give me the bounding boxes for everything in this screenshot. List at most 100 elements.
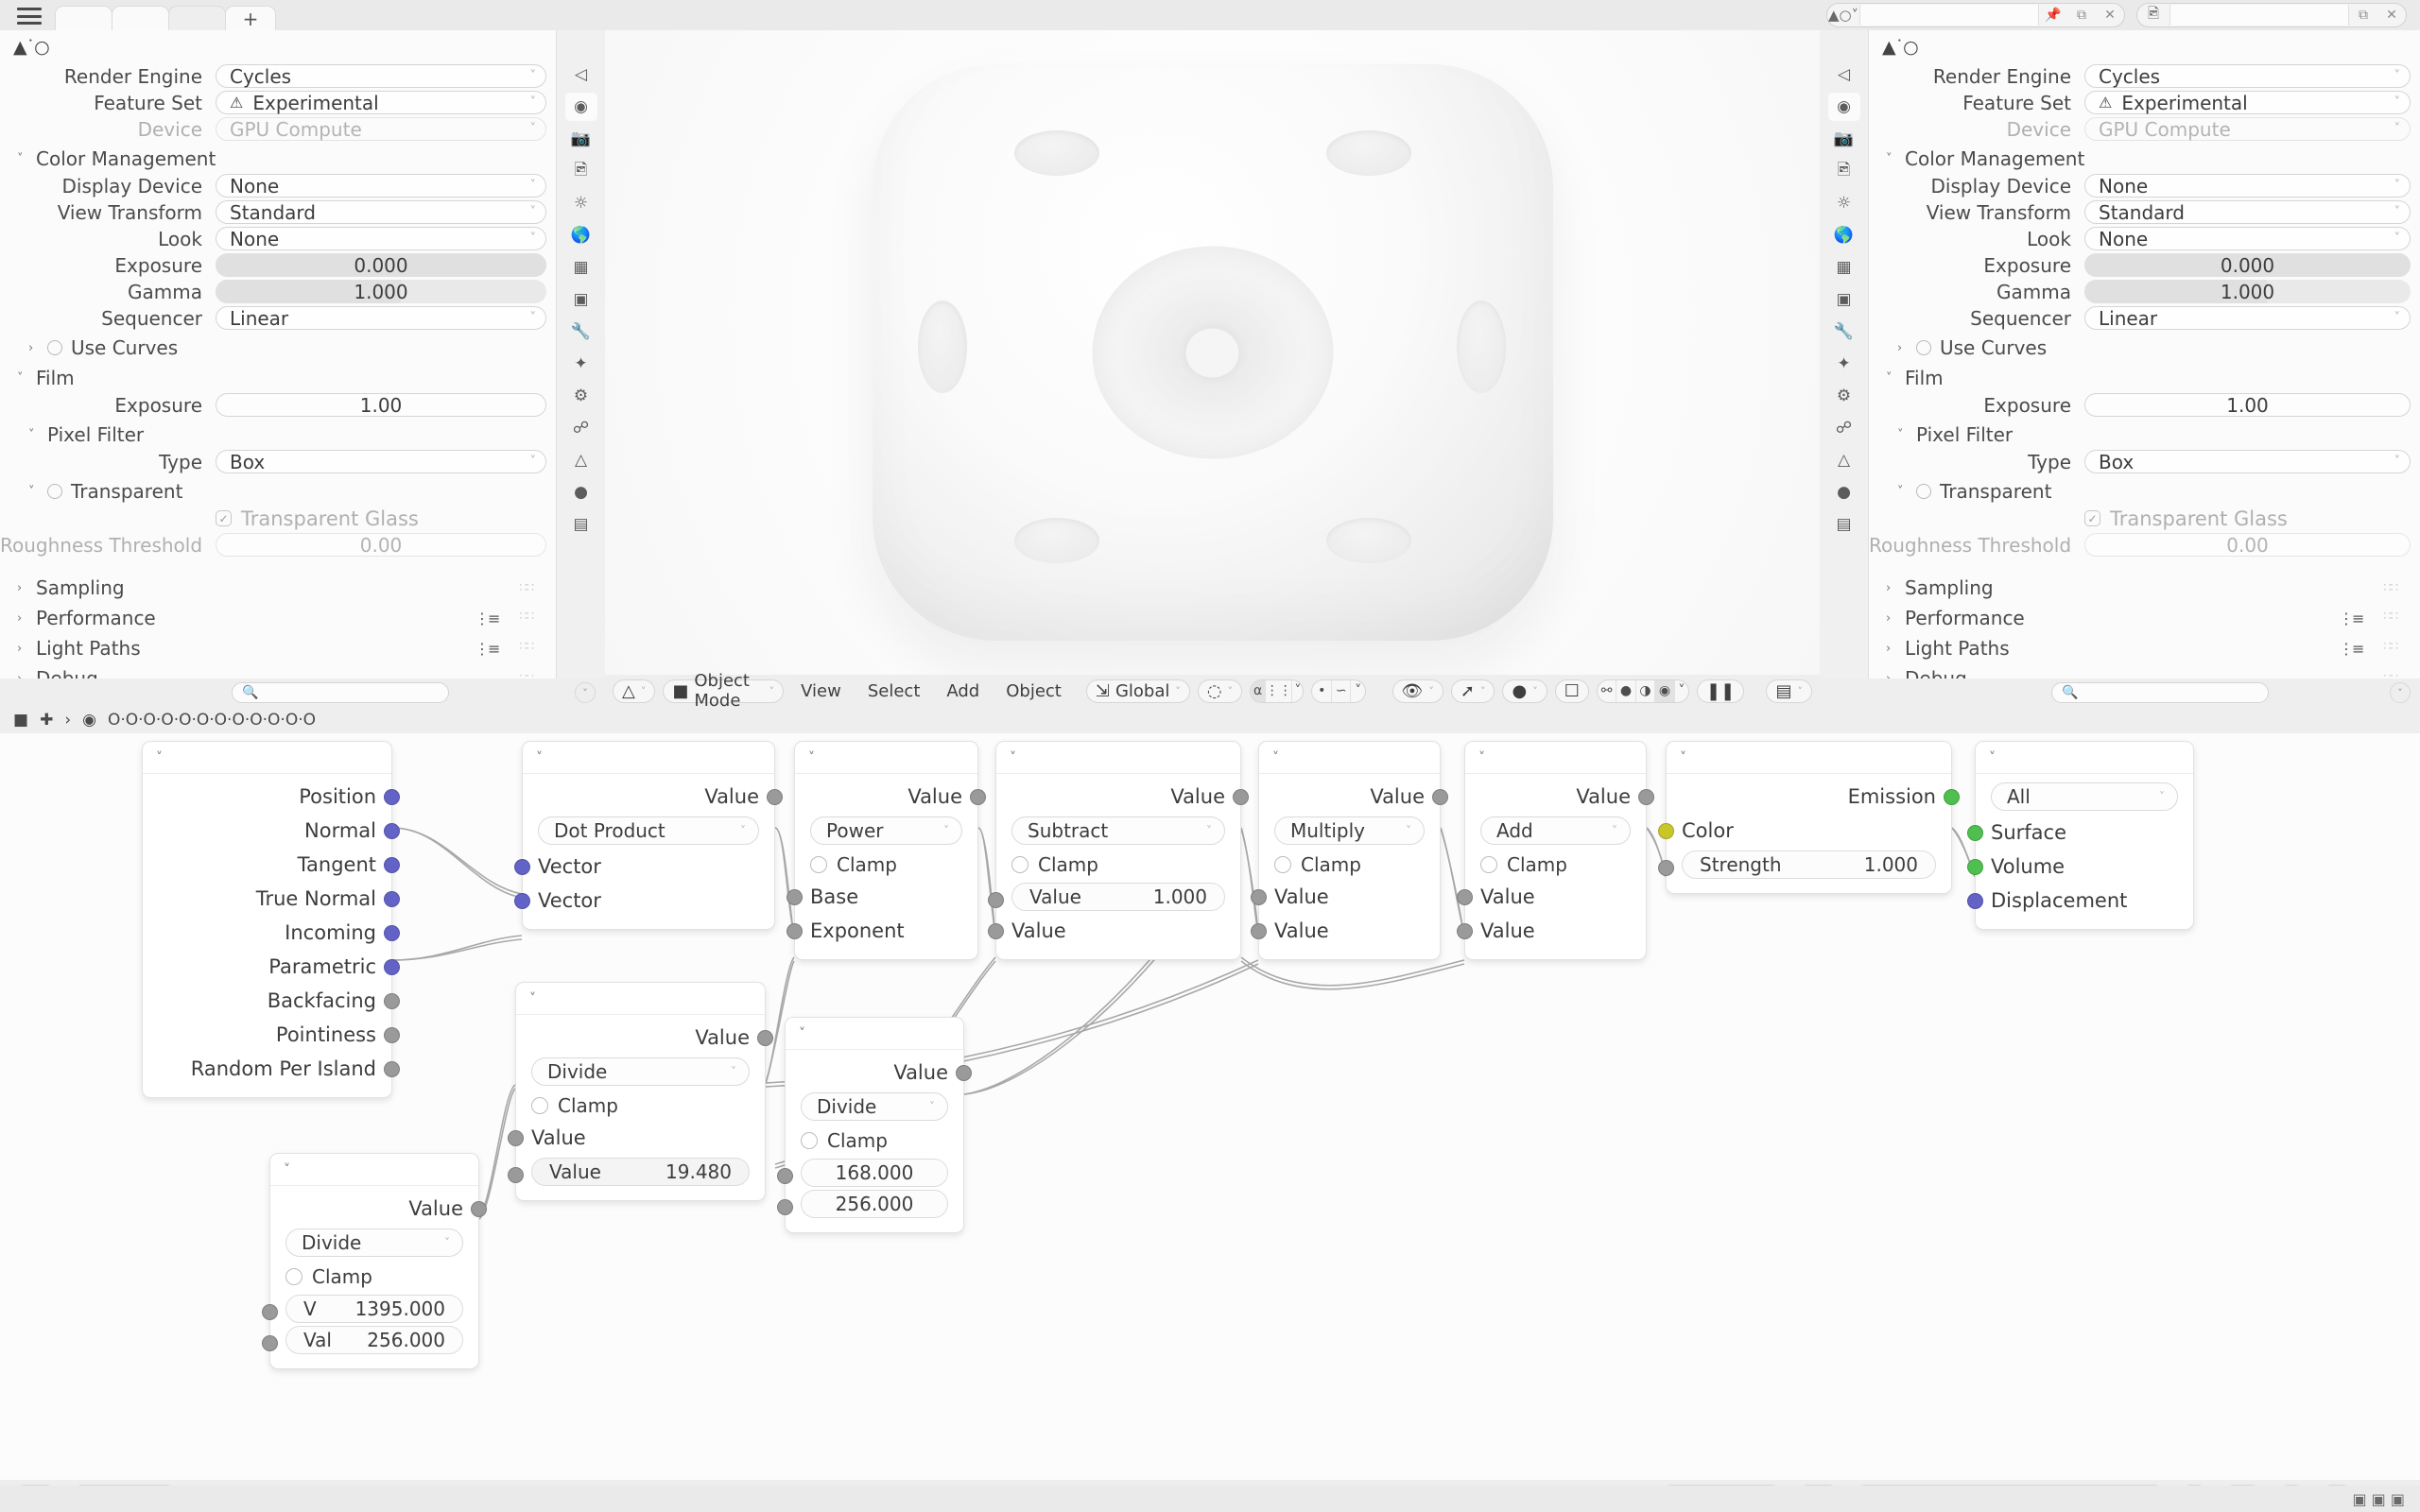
proportional-edit-group[interactable]: • ∽ ˅ [1311,679,1366,703]
scene-selector[interactable]: ▲○˅ 📌 ⧉ ✕ [1826,3,2125,27]
particles-icon[interactable]: ✦ [574,354,588,373]
shading-mode-group[interactable]: ⚯ ● ◑ ◉ ˅ [1596,679,1690,703]
chevron-down-icon[interactable]: ˅ [1680,749,1686,765]
socket-value[interactable] [471,1200,487,1217]
dropdown[interactable]: None ˅ [216,227,546,250]
proportional-edit-icon[interactable]: • [1312,679,1332,702]
use-curves-toggle[interactable]: › Use Curves [0,333,556,363]
socket-value[interactable] [1457,888,1473,905]
list-icon[interactable]: ⋮≡ [2339,609,2364,627]
menu-add[interactable]: Add [946,680,980,701]
socket-value[interactable] [786,922,803,939]
shading-solid-icon[interactable]: ● [1616,679,1636,702]
magnet-icon[interactable]: ⍺ [1251,679,1267,702]
chevron-down-icon[interactable]: ˅ [156,749,163,765]
socket-value[interactable] [956,1064,972,1081]
node-header[interactable]: ˅ [795,742,977,774]
section-transparent[interactable]: ˅ Transparent [1869,476,2420,507]
render-icon[interactable]: ◉ [1827,93,1860,121]
socket-value[interactable] [988,892,1004,908]
collapse-button[interactable]: ˅ [2390,682,2411,703]
socket-value[interactable] [786,888,803,905]
add-workspace-button[interactable]: + [225,6,276,30]
workspace-tab-1[interactable] [55,6,112,30]
socket-value[interactable] [970,788,986,805]
viewlayer-icon[interactable]: 🖻 [574,160,588,180]
pin-icon[interactable]: 📌 [2045,8,2062,23]
tool-icon[interactable]: ◁ [574,65,588,84]
node-divide-mid[interactable]: ˅ Value Divide ˅ Clamp 168.000 256.000 [777,1017,972,1233]
node-operation-dropdown[interactable]: Divide ˅ [801,1092,948,1121]
section-color-management[interactable]: ˅ Color Management [1869,144,2420,174]
dropdown[interactable]: Linear ˅ [2084,306,2411,330]
shading-wireframe-icon[interactable]: ⚯ [1598,679,1617,702]
snapping-toggle[interactable]: ◌ ˅ [1197,679,1243,703]
section-light-paths[interactable]: › Light Paths ⋮≡ ∷∷ [0,633,556,663]
socket-value[interactable] [262,1335,278,1351]
viewlayer-name-field[interactable] [2169,5,2349,26]
node-emission[interactable]: ˅ Emission Color Strength 1.000 [1658,741,1960,894]
transparent-glass-toggle[interactable]: ✓ Transparent Glass [216,507,546,531]
options-icon[interactable]: ▤ ˅ [1766,679,1812,703]
world-icon[interactable]: 🌎 [570,226,592,245]
editor-type-3dview-icon[interactable]: △ ˅ [613,679,656,703]
node-clamp-toggle[interactable]: Clamp [795,850,977,880]
socket-color[interactable] [1658,822,1674,839]
visibility-icon[interactable]: 👁 ˅ [1392,679,1443,703]
output-icon[interactable]: 📷 [570,129,592,148]
menu-select[interactable]: Select [867,680,921,701]
magnet-group[interactable]: ⍺ ⋮⋮ ˅ [1250,679,1305,703]
world-icon[interactable]: 🌎 [1833,226,1855,245]
render-icon[interactable]: ◉ [564,93,597,121]
transform-orientation-selector[interactable]: ⇲ Global ˅ [1085,679,1190,703]
collection-icon[interactable]: ▦ [573,258,589,277]
node-value-field[interactable]: V 1395.000 [285,1295,463,1323]
section-performance[interactable]: › Performance ⋮≡ ∷∷ [1869,603,2420,633]
dropdown[interactable]: Cycles ˅ [216,64,546,88]
socket-shader[interactable] [1967,858,1983,875]
node-geometry[interactable]: ˅ Position Normal Tangent True Normal Incomin… [142,741,400,1098]
node-canvas[interactable]: ˅ Position Normal Tangent True Normal Incomin… [0,733,2420,1480]
section-sampling[interactable]: › Sampling ∷∷ [1869,573,2420,603]
socket-vector[interactable] [384,924,400,941]
chevron-down-icon[interactable]: ˅ [1478,749,1485,765]
node-clamp-toggle[interactable]: Clamp [1259,850,1440,880]
section-transparent[interactable]: ˅ Transparent [0,476,556,507]
node-operation-dropdown[interactable]: Add ˅ [1480,816,1631,845]
node-value-field[interactable]: 256.000 [801,1190,948,1218]
node-header[interactable]: ˅ [516,983,765,1015]
socket-value[interactable] [1457,922,1473,939]
tool-icon[interactable]: ◁ [1837,65,1851,84]
socket-value[interactable] [1638,788,1654,805]
texture-icon[interactable]: ▤ [1836,515,1852,534]
chevron-down-icon[interactable]: ˅ [799,1025,805,1041]
constraint-icon[interactable]: ☍ [1835,419,1853,438]
chevron-down-icon[interactable]: ˅ [1989,749,1996,765]
node-subtract[interactable]: ˅ Value Subtract ˅ Clamp Value 1.000 Value [988,741,1249,960]
dropdown[interactable]: GPU Compute ˅ [216,117,546,141]
collapse-button[interactable]: ˅ [575,682,596,703]
node-operation-dropdown[interactable]: Dot Product ˅ [538,816,759,845]
node-value-field[interactable]: Value 1.000 [1011,883,1225,911]
socket-value[interactable] [508,1129,524,1146]
chevron-down-icon[interactable]: ˅ [284,1161,290,1177]
socket-value[interactable] [384,1026,400,1043]
socket-value[interactable] [508,1167,524,1183]
chevron-down-icon[interactable]: ˅ [536,749,543,765]
dropdown[interactable]: ⚠ Experimental ˅ [216,91,546,114]
workspace-tab-3[interactable] [168,6,226,30]
list-icon[interactable]: ⋮≡ [475,609,500,627]
node-header[interactable]: ˅ [996,742,1240,774]
data-icon[interactable]: △ [574,451,588,470]
socket-value[interactable] [384,992,400,1009]
section-performance[interactable]: › Performance ⋮≡ ∷∷ [0,603,556,633]
node-power[interactable]: ˅ Value Power ˅ Clamp Base Exponent [786,741,986,960]
node-header[interactable]: ˅ [143,742,391,774]
close-icon[interactable]: ✕ [2386,8,2397,23]
grip-icon[interactable]: ∷∷ [519,609,534,624]
shading-material-icon[interactable]: ◑ [1636,679,1656,702]
scene-name-field[interactable] [1859,5,2039,26]
section-light-paths[interactable]: › Light Paths ⋮≡ ∷∷ [1869,633,2420,663]
slider[interactable]: 0.000 [216,253,546,277]
number-field[interactable]: 0.00 [216,533,546,557]
